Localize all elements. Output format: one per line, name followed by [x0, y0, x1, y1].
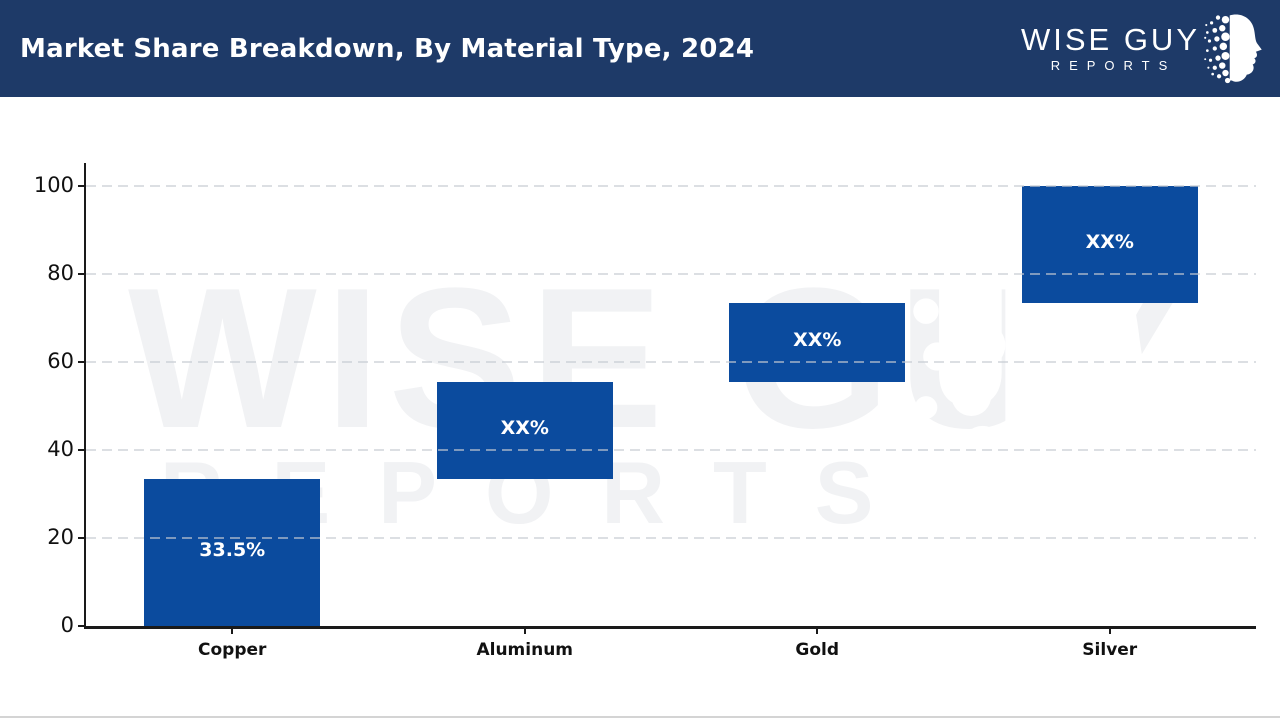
y-axis-label-60: 60	[47, 349, 74, 373]
x-axis-label-aluminum: Aluminum	[476, 640, 574, 660]
watermark: WISE GUY REPORTS	[0, 97, 1280, 716]
bar-gold	[729, 302, 906, 382]
gridline-20	[86, 537, 1256, 539]
gridline-60	[86, 361, 1256, 363]
wiseguy-head-icon	[1204, 14, 1262, 84]
header: Market Share Breakdown, By Material Type…	[0, 0, 1280, 97]
bar-value-label: XX%	[1085, 231, 1134, 254]
bar-aluminum	[436, 381, 613, 479]
waterfall-chart: 33.5% Copper XX% Aluminum XX% Gold XX% Silver 0 2…	[0, 97, 1280, 716]
y-tickmark	[78, 537, 86, 539]
logo-subtitle-text: REPORTS	[1050, 58, 1177, 74]
gridline-40	[86, 449, 1256, 451]
y-tickmark	[78, 625, 86, 627]
bar-value-label: 33.5%	[199, 539, 266, 562]
y-axis-line	[84, 163, 86, 629]
gridline-100	[86, 185, 1256, 187]
y-tickmark	[78, 273, 86, 275]
brand-logo: WISE GUY REPORTS	[1021, 11, 1266, 86]
y-axis-label-100: 100	[33, 173, 74, 197]
x-tickmark	[1108, 626, 1111, 634]
gridline-80	[86, 273, 1256, 275]
y-tickmark	[78, 449, 86, 451]
page-title: Market Share Breakdown, By Material Type…	[20, 33, 755, 64]
x-axis-label-silver: Silver	[1082, 640, 1138, 660]
x-tickmark	[816, 626, 819, 634]
logo-wordmark-text: WISE GUY	[1020, 21, 1200, 57]
bar-silver	[1021, 186, 1198, 303]
y-tickmark	[78, 185, 86, 187]
x-axis-label-gold: Gold	[795, 640, 840, 660]
x-axis-line	[84, 626, 1256, 629]
x-tickmark	[523, 626, 526, 634]
y-axis-label-80: 80	[47, 261, 74, 285]
brand-wordmark: WISE GUY REPORTS	[1020, 21, 1200, 74]
x-axis-label-copper: Copper	[198, 640, 267, 660]
x-tickmark	[231, 626, 234, 634]
y-axis-label-0: 0	[60, 613, 74, 637]
bar-value-label: XX%	[500, 417, 549, 440]
bar-copper	[144, 478, 321, 626]
y-tickmark	[78, 361, 86, 363]
bottom-border	[0, 716, 1280, 718]
chart-area: WISE GUY REPORTS 33.5% Copper XX% Aluminum X…	[0, 97, 1280, 716]
y-axis-label-20: 20	[47, 525, 74, 549]
bar-value-label: XX%	[793, 329, 842, 352]
y-axis-label-40: 40	[47, 437, 74, 461]
